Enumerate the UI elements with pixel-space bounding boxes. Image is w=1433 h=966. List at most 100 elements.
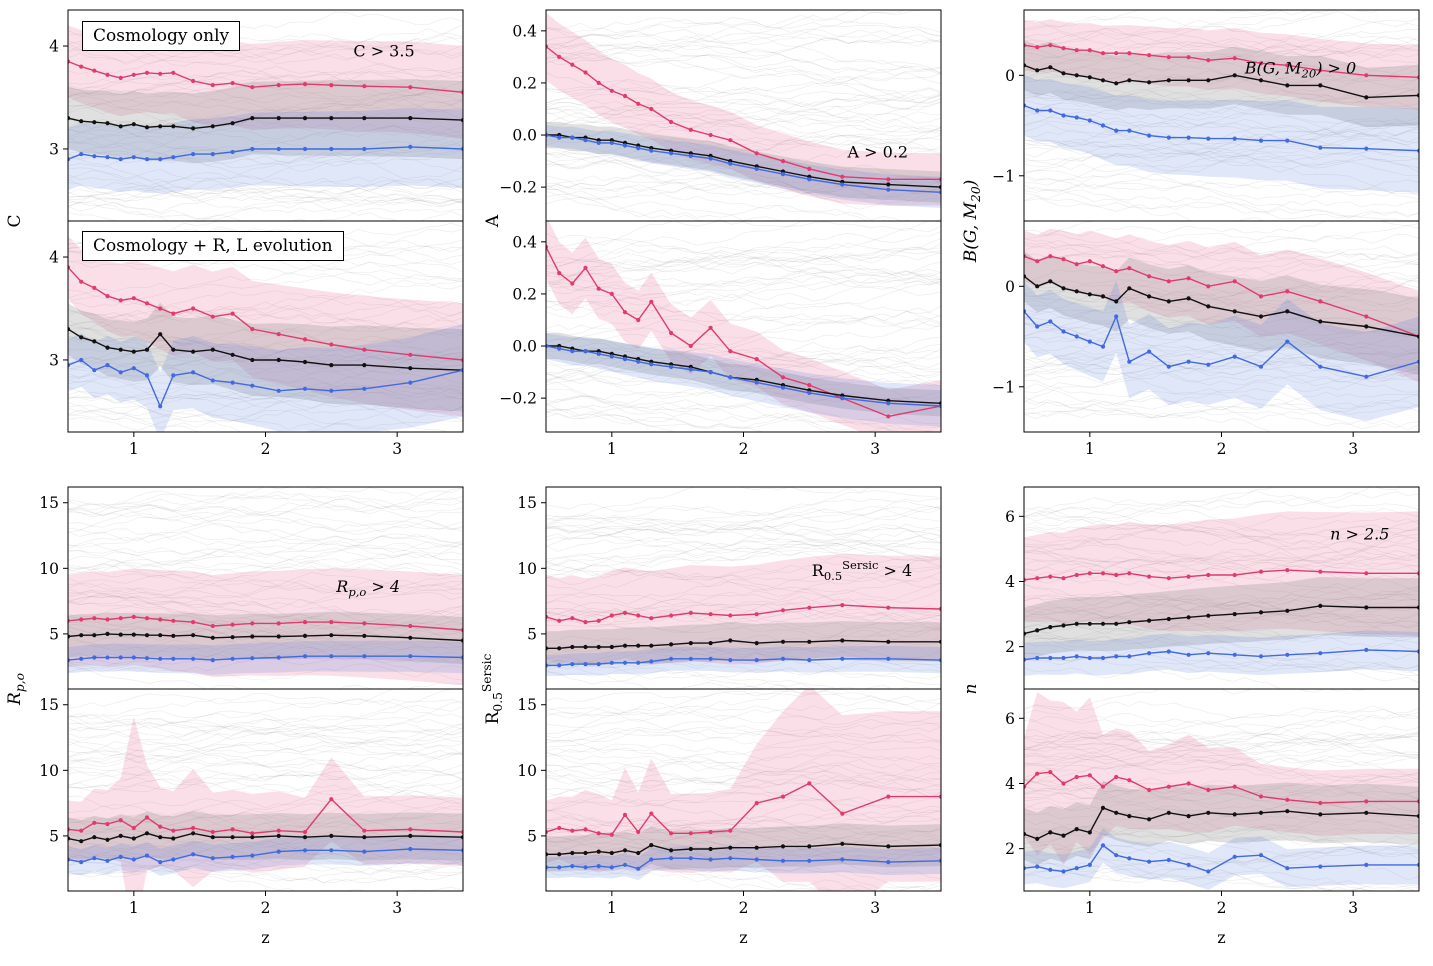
median-points-black: [68, 831, 463, 844]
background-track: [1024, 88, 1419, 111]
x-axis-label: z: [1217, 928, 1225, 947]
background-track: [546, 752, 941, 794]
background-track: [546, 336, 941, 405]
background-track: [546, 190, 725, 221]
background-track: [1024, 790, 1419, 828]
background-track: [546, 720, 941, 743]
y-tick-label: 2: [1005, 638, 1015, 656]
background-track: [1024, 253, 1419, 285]
background-track: [1024, 539, 1419, 563]
background-track: [68, 843, 463, 858]
background-track: [546, 106, 941, 137]
background-track: [546, 281, 941, 335]
background-track: [68, 89, 463, 146]
y-tick-label: 6: [1005, 508, 1015, 526]
background-track: [546, 658, 893, 689]
background-track: [1024, 186, 1265, 221]
background-track: [546, 348, 941, 379]
background-track: [546, 388, 941, 430]
background-track: [546, 506, 941, 537]
background-track: [1024, 826, 1419, 852]
background-track: [68, 122, 463, 154]
background-track: [68, 784, 463, 814]
background-track: [68, 511, 463, 549]
background-track: [68, 129, 463, 161]
background-track: [546, 412, 941, 429]
background-track: [546, 145, 941, 202]
background-track: [546, 706, 941, 748]
background-track: [546, 766, 941, 786]
background-track: [546, 271, 941, 294]
background-track: [1024, 332, 1419, 363]
background-track: [546, 342, 941, 368]
background-track: [1024, 773, 1419, 798]
background-track: [1024, 408, 1273, 432]
background-track: [546, 526, 941, 570]
background-track: [68, 324, 463, 368]
background-track: [68, 366, 463, 421]
background-track: [1024, 487, 1274, 519]
background-track: [68, 66, 463, 85]
background-track: [68, 789, 463, 838]
x-tick-label: 1: [607, 440, 617, 458]
background-track: [546, 627, 941, 650]
background-track: [1024, 234, 1419, 260]
background-track: [1024, 556, 1419, 573]
background-track: [546, 817, 941, 847]
background-track: [68, 289, 463, 323]
x-tick-label: 2: [261, 440, 271, 458]
background-track: [1024, 357, 1419, 410]
background-track: [1024, 240, 1419, 264]
background-track: [68, 327, 463, 354]
background-track: [1024, 593, 1419, 638]
median-points-black: [1024, 603, 1419, 636]
background-track: [546, 408, 781, 432]
background-track: [546, 607, 941, 630]
background-track: [1024, 137, 1419, 193]
median-points-black: [68, 116, 463, 131]
background-track: [68, 717, 463, 735]
background-track: [1024, 152, 1419, 181]
y-tick-label: 15: [39, 696, 59, 714]
background-track: [68, 322, 463, 341]
median-points-blue: [546, 656, 941, 668]
background-track: [68, 689, 397, 718]
band-blue: [1024, 280, 1419, 422]
background-track: [68, 311, 463, 359]
background-track: [68, 818, 463, 836]
background-track: [546, 845, 941, 860]
background-track: [1024, 322, 1419, 377]
background-track: [1024, 391, 1419, 420]
background-track: [1024, 528, 1419, 571]
y-tick-label: −0.2: [499, 390, 537, 408]
background-track: [546, 576, 941, 618]
background-track: [546, 611, 941, 636]
background-track: [68, 839, 463, 866]
plot-area: [546, 10, 941, 221]
band-blue: [1024, 630, 1419, 676]
background-track: [546, 833, 941, 856]
background-track: [546, 381, 833, 432]
y-tick-label: 15: [517, 494, 537, 512]
background-track: [68, 752, 463, 780]
background-track: [1024, 352, 1419, 380]
background-track: [546, 348, 941, 383]
background-track: [1024, 99, 1419, 120]
background-track: [1024, 109, 1419, 127]
background-track: [546, 582, 941, 627]
background-track: [68, 769, 463, 794]
background-track: [546, 261, 941, 319]
x-axis-label: z: [739, 928, 747, 947]
background-track: [1024, 641, 1419, 676]
background-track: [1024, 253, 1419, 284]
background-track: [546, 372, 941, 407]
background-track: [546, 566, 941, 621]
background-track: [546, 689, 941, 714]
median-points-crimson: [1024, 43, 1419, 80]
background-track: [1024, 733, 1419, 754]
background-track: [546, 221, 941, 270]
background-track: [68, 28, 463, 75]
background-track: [1024, 800, 1419, 818]
background-track: [546, 124, 941, 156]
x-tick-label: 3: [870, 899, 880, 917]
